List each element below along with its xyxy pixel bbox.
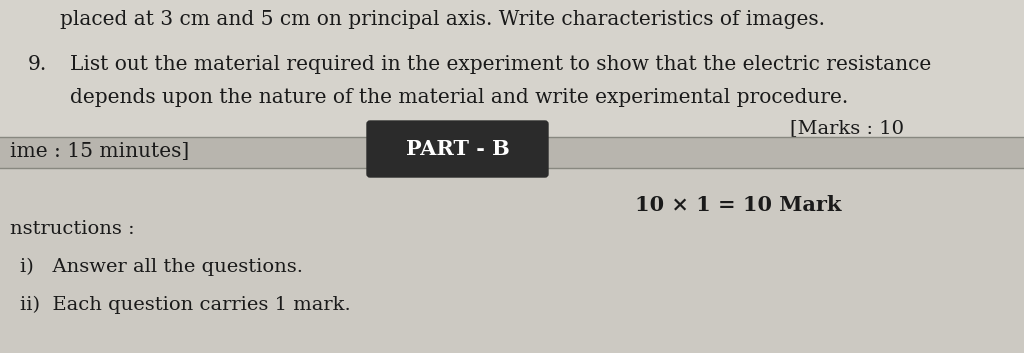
Bar [0,0,1024,137]
Text: 10 × 1 = 10 Mark: 10 × 1 = 10 Mark [635,195,842,215]
Text: depends upon the nature of the material and write experimental procedure.: depends upon the nature of the material … [70,88,848,107]
Text: i)   Answer all the questions.: i) Answer all the questions. [20,258,303,276]
Text: [Marks : 10: [Marks : 10 [790,119,904,137]
Text: 9.: 9. [28,55,47,74]
Text: PART - B: PART - B [406,139,509,159]
Text: nstructions :: nstructions : [10,220,134,238]
Text: ime : 15 minutes]: ime : 15 minutes] [10,143,189,162]
Bar [0,168,1024,353]
Text: List out the material required in the experiment to show that the electric resis: List out the material required in the ex… [70,55,931,74]
FancyBboxPatch shape [367,121,548,177]
Text: placed at 3 cm and 5 cm on principal axis. Write characteristics of images.: placed at 3 cm and 5 cm on principal axi… [60,10,825,29]
Bar [0,137,1024,168]
Text: ii)  Each question carries 1 mark.: ii) Each question carries 1 mark. [20,296,351,314]
